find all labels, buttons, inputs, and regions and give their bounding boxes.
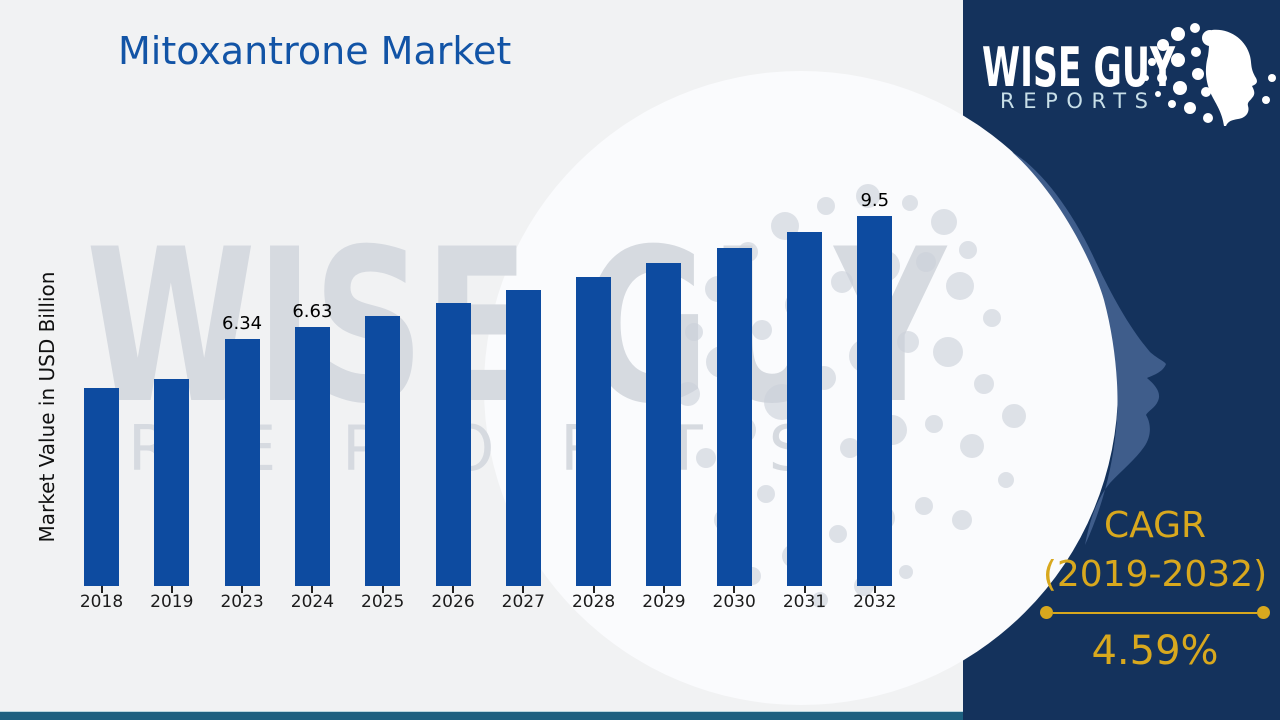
bar-2024: [294, 327, 330, 586]
cagr-value: 4.59%: [1091, 628, 1219, 675]
cagr-divider: [1040, 606, 1270, 620]
x-tick: [311, 586, 314, 593]
x-tick-label: 2018: [79, 592, 124, 612]
x-tick-label: 2029: [642, 592, 686, 612]
bar-2019: [154, 379, 190, 586]
bar-chart: 2018 2019 2023 6.34 2024 6.63 2025 2026 2027 2028…: [79, 189, 897, 613]
cagr-block: CAGR (2019-2032) 4.59%: [1040, 504, 1270, 675]
x-tick: [381, 586, 384, 593]
x-tick-label: 2026: [431, 592, 475, 612]
bar-2030: [716, 247, 752, 586]
x-tick: [100, 586, 103, 593]
x-tick-label: 2024: [290, 592, 335, 612]
bar-2025: [365, 315, 401, 586]
x-tick-label: 2032: [853, 592, 897, 612]
divider-dot-left: [1040, 606, 1053, 620]
cagr-range: (2019-2032): [1042, 554, 1268, 596]
divider-dot-right: [1257, 606, 1270, 620]
bar-2026: [435, 303, 471, 586]
x-tick: [241, 586, 244, 593]
bar-2027: [505, 290, 541, 586]
x-tick-label: 2031: [782, 592, 827, 612]
y-axis-label: Market Value in USD Billion: [35, 271, 59, 543]
bar-2018: [84, 388, 119, 586]
x-tick-label: 2028: [571, 592, 616, 612]
x-tick: [452, 586, 454, 593]
bar-2029: [646, 262, 682, 586]
bar-value-label: 6.34: [222, 312, 263, 334]
x-tick-label: 2023: [220, 592, 264, 612]
x-tick: [170, 586, 173, 593]
x-tick-label: 2025: [361, 592, 405, 612]
x-tick-label: 2027: [501, 592, 545, 612]
x-tick-label: 2030: [712, 592, 756, 612]
footer-accent-bar: [0, 711, 963, 720]
cagr-label: CAGR: [1103, 505, 1207, 546]
bar-2032: [857, 215, 893, 586]
divider-rule: [1053, 611, 1257, 614]
bar-value-label: 6.63: [292, 301, 333, 323]
bar-2028: [576, 276, 612, 586]
bar-value-label: 9.5: [860, 189, 890, 211]
bar-2031: [787, 232, 822, 586]
bar-2023: [224, 338, 260, 586]
page-title: Mitoxantrone Market: [118, 29, 512, 73]
x-tick-label: 2019: [150, 592, 194, 612]
